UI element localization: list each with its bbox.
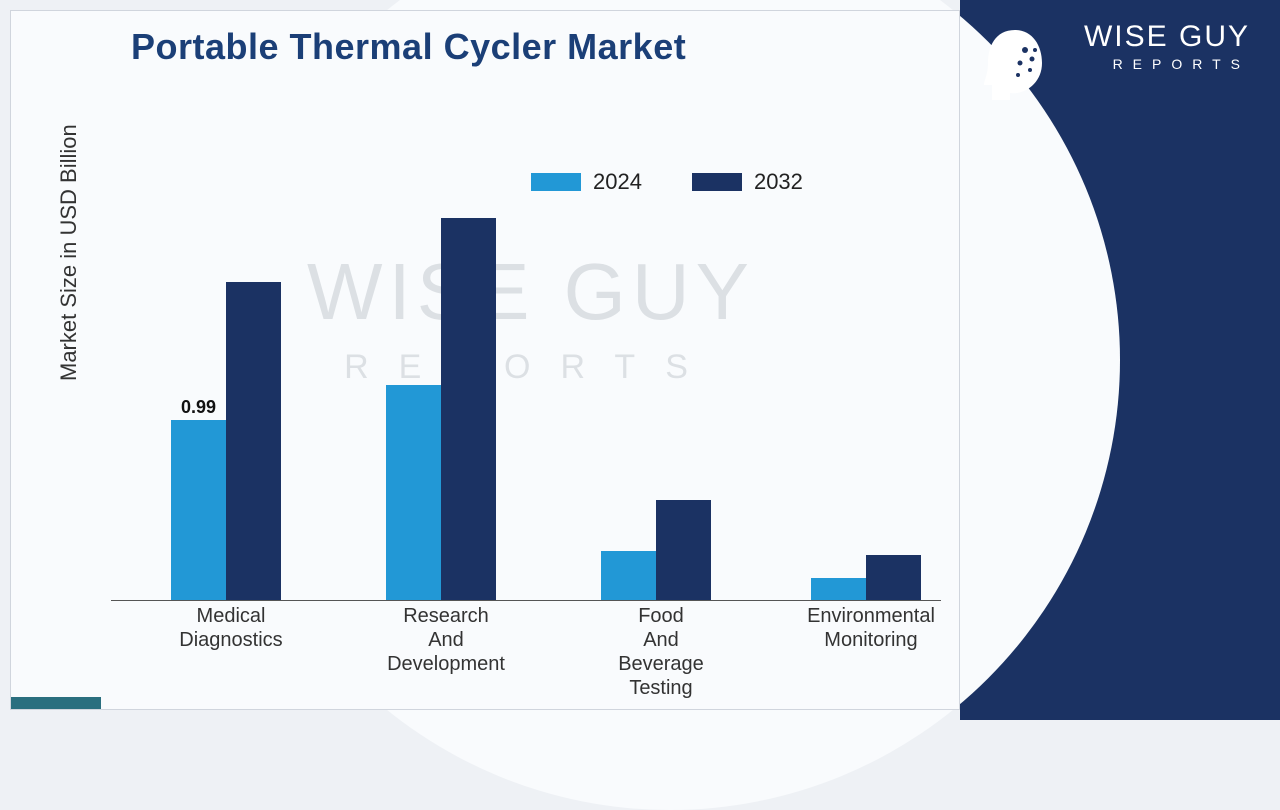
bar — [386, 385, 441, 600]
right-brand-panel — [960, 0, 1280, 720]
brand-logo: WISE GUY REPORTS — [1084, 20, 1250, 72]
bar — [656, 500, 711, 600]
bar — [601, 551, 656, 600]
brand-head-icon — [980, 25, 1050, 105]
accent-bottom-bar — [11, 697, 101, 709]
chart-title: Portable Thermal Cycler Market — [131, 26, 686, 68]
y-axis-label: Market Size in USD Billion — [56, 124, 82, 381]
bar: 0.99 — [171, 420, 226, 600]
bar — [811, 578, 866, 600]
bar-value-label: 0.99 — [181, 397, 216, 420]
bar-chart: 0.99MedicalDiagnosticsResearchAndDevelop… — [111, 181, 941, 601]
category-label: MedicalDiagnostics — [136, 600, 326, 652]
bar — [866, 555, 921, 600]
bar — [441, 218, 496, 600]
brand-subtitle: REPORTS — [1084, 56, 1250, 72]
category-label: EnvironmentalMonitoring — [776, 600, 966, 652]
category-label: FoodAndBeverageTesting — [566, 600, 756, 700]
chart-frame: Portable Thermal Cycler Market WISE GUY … — [10, 10, 960, 710]
brand-name: WISE GUY — [1084, 20, 1250, 54]
bar — [226, 282, 281, 600]
category-label: ResearchAndDevelopment — [351, 600, 541, 676]
